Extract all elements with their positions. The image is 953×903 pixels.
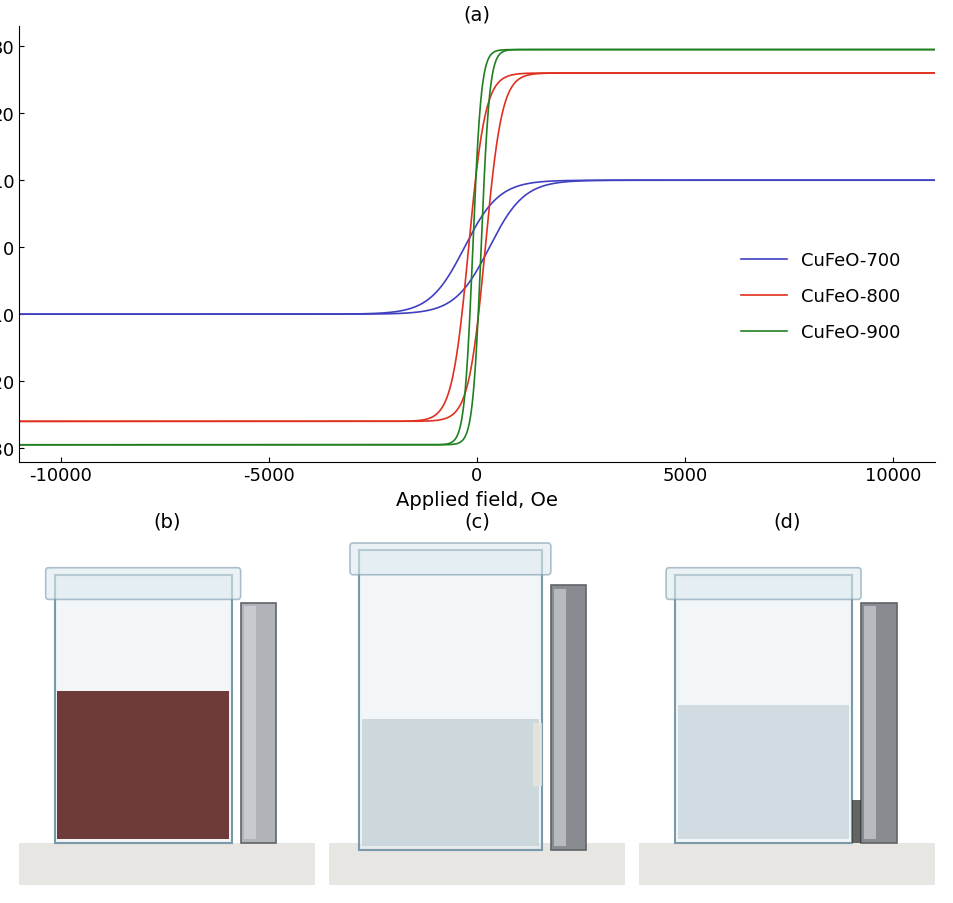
X-axis label: Applied field, Oe: Applied field, Oe [395, 490, 558, 509]
CuFeO-800 [779, 69, 790, 79]
Bar [240, 603, 275, 842]
CuFeO-800 [902, 69, 914, 79]
CuFeO-900 [458, 394, 470, 405]
CuFeO-700 [60, 310, 71, 321]
FancyBboxPatch shape [358, 551, 541, 850]
CuFeO-900 [902, 45, 914, 56]
Bar [863, 607, 876, 839]
CuFeO-700 [434, 283, 445, 293]
CuFeO-800 [928, 69, 940, 79]
Bar [550, 586, 586, 850]
CuFeO-900 [928, 45, 940, 56]
Bar [678, 705, 848, 839]
Bar [851, 800, 861, 842]
Title: (d): (d) [773, 512, 801, 531]
CuFeO-800 [13, 416, 25, 427]
FancyBboxPatch shape [54, 575, 232, 842]
CuFeO-700 [928, 175, 940, 186]
Bar [554, 589, 566, 846]
Line: CuFeO-700: CuFeO-700 [19, 181, 934, 315]
CuFeO-900 [902, 45, 913, 56]
Title: (b): (b) [152, 512, 180, 531]
Line: CuFeO-900: CuFeO-900 [19, 51, 934, 445]
CuFeO-800 [458, 286, 470, 297]
Legend: CuFeO-700, CuFeO-800, CuFeO-900: CuFeO-700, CuFeO-800, CuFeO-900 [734, 245, 906, 349]
FancyBboxPatch shape [665, 568, 861, 600]
Line: CuFeO-800: CuFeO-800 [19, 74, 934, 422]
Bar [861, 603, 896, 842]
Bar [533, 723, 541, 787]
CuFeO-900 [625, 45, 637, 56]
FancyBboxPatch shape [674, 575, 851, 842]
CuFeO-700 [902, 175, 913, 186]
CuFeO-800 [434, 405, 445, 416]
Bar [19, 842, 314, 885]
Bar [57, 692, 229, 839]
CuFeO-800 [60, 416, 71, 427]
CuFeO-800 [902, 69, 913, 79]
Title: (c): (c) [463, 512, 490, 531]
FancyBboxPatch shape [46, 568, 240, 600]
CuFeO-900 [734, 45, 745, 56]
FancyBboxPatch shape [350, 544, 550, 575]
CuFeO-700 [734, 175, 745, 186]
Bar [329, 842, 624, 885]
CuFeO-700 [13, 310, 25, 321]
CuFeO-800 [734, 69, 745, 79]
CuFeO-700 [458, 243, 470, 254]
Bar [639, 842, 934, 885]
Bar [361, 720, 538, 846]
CuFeO-700 [902, 175, 913, 186]
Title: (a): (a) [463, 5, 490, 24]
CuFeO-900 [434, 440, 445, 451]
Bar [243, 607, 255, 839]
CuFeO-900 [13, 440, 25, 451]
CuFeO-900 [60, 440, 71, 451]
